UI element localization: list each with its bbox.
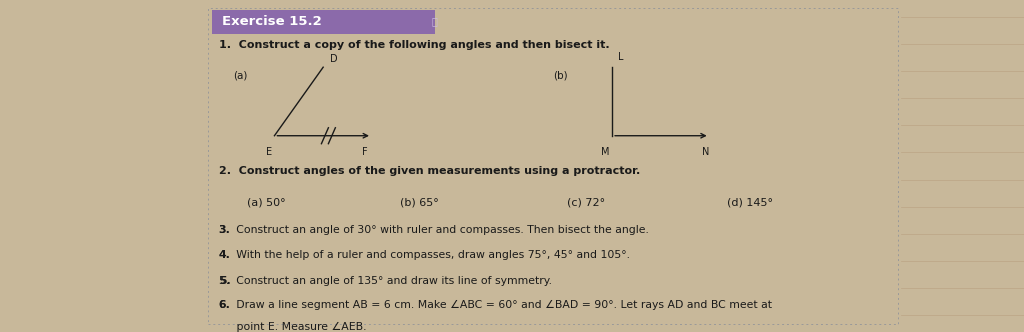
Text: (a) 50°: (a) 50° (247, 198, 286, 208)
Text: M: M (601, 147, 609, 157)
Text: 1.  Construct a copy of the following angles and then bisect it.: 1. Construct a copy of the following ang… (219, 40, 609, 50)
Text: N: N (702, 147, 710, 157)
Text: Exercise 15.2: Exercise 15.2 (222, 15, 322, 28)
Text: 3.: 3. (219, 225, 230, 235)
Text: (b): (b) (553, 70, 567, 80)
Text: point E. Measure ∠AEB.: point E. Measure ∠AEB. (219, 322, 367, 332)
Text: 4.  With the help of a ruler and compasses, draw angles 75°, 45° and 105°.: 4. With the help of a ruler and compasse… (219, 250, 630, 261)
Text: F: F (362, 147, 368, 157)
Text: L: L (617, 52, 624, 62)
Text: (b) 65°: (b) 65° (399, 198, 438, 208)
Text: (a): (a) (232, 70, 247, 80)
Text: 4.: 4. (219, 250, 230, 261)
Text: 3.  Construct an angle of 30° with ruler and compasses. Then bisect the angle.: 3. Construct an angle of 30° with ruler … (219, 225, 648, 235)
Text: (d) 145°: (d) 145° (727, 198, 773, 208)
FancyBboxPatch shape (212, 10, 434, 34)
Text: E: E (266, 147, 272, 157)
Text: 5.: 5. (219, 276, 230, 286)
Text: 📖: 📖 (431, 17, 437, 27)
Text: (c) 72°: (c) 72° (567, 198, 605, 208)
Text: 5.  Construct an angle of 135° and draw its line of symmetry.: 5. Construct an angle of 135° and draw i… (219, 276, 552, 286)
Text: D: D (330, 54, 338, 64)
Text: 2.  Construct angles of the given measurements using a protractor.: 2. Construct angles of the given measure… (219, 166, 640, 176)
Text: 6.  Draw a line segment AB = 6 cm. Make ∠ABC = 60° and ∠BAD = 90°. Let rays AD a: 6. Draw a line segment AB = 6 cm. Make ∠… (219, 300, 772, 310)
Text: 6.: 6. (219, 300, 230, 310)
